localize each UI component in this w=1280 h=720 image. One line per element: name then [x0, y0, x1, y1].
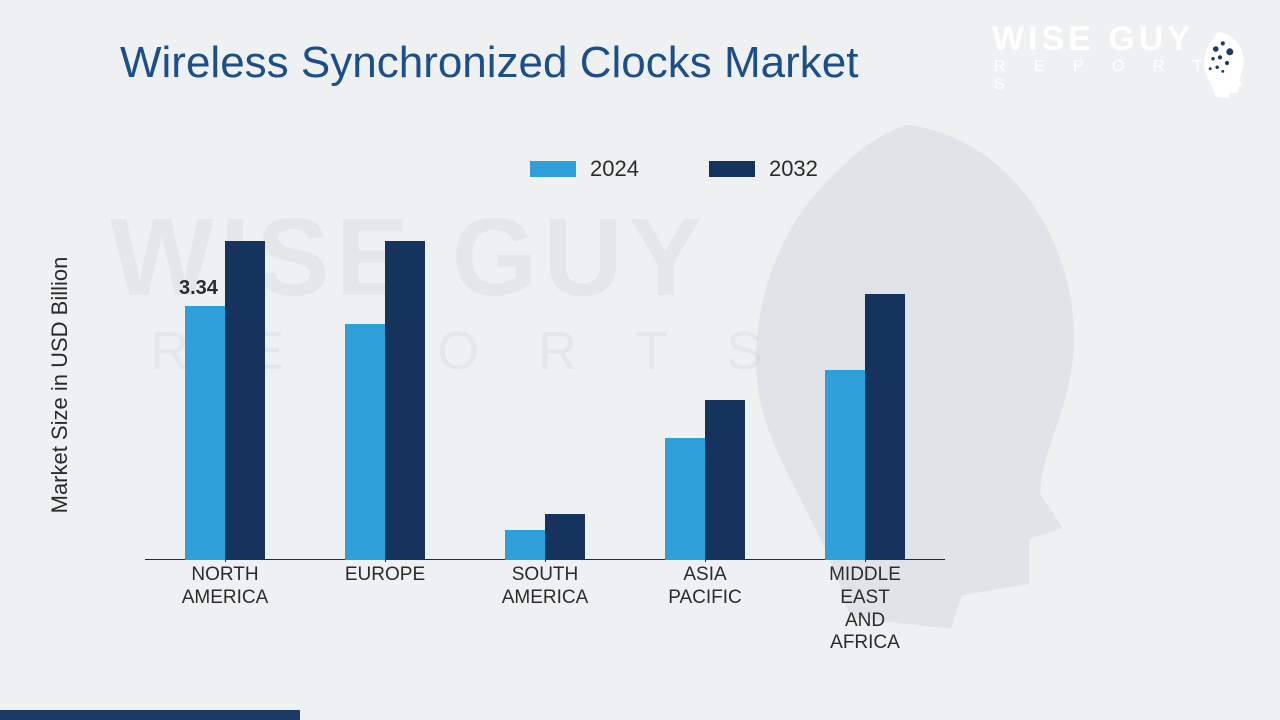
bar	[185, 306, 225, 560]
y-axis-label: Market Size in USD Billion	[47, 257, 73, 514]
bar	[225, 241, 265, 560]
chart: Market Size in USD Billion 3.34 NORTHAME…	[60, 150, 960, 620]
plot-area: 3.34	[145, 180, 945, 560]
stage: WISE GUY R E P O R T S Wireless Synchron…	[0, 0, 1280, 720]
category-label: MIDDLEEASTANDAFRICA	[785, 564, 945, 655]
bar-group	[625, 400, 785, 560]
bar	[705, 400, 745, 560]
chart-title: Wireless Synchronized Clocks Market	[120, 38, 858, 88]
brand-logo: WISE GUY R E P O R T S	[992, 22, 1252, 94]
bar	[865, 294, 905, 560]
bar	[385, 241, 425, 560]
bar	[825, 370, 865, 560]
category-label: ASIAPACIFIC	[625, 564, 785, 610]
logo-head-icon	[1178, 28, 1248, 98]
bar	[505, 530, 545, 560]
bar	[545, 514, 585, 560]
bar-group	[465, 514, 625, 560]
category-label: SOUTHAMERICA	[465, 564, 625, 610]
bar-value-label: 3.34	[179, 277, 218, 300]
bar-group	[145, 241, 305, 560]
bar	[345, 324, 385, 560]
bar	[665, 438, 705, 560]
category-label: NORTHAMERICA	[145, 564, 305, 610]
right-brand-block	[960, 0, 1280, 720]
bar-group	[785, 294, 945, 560]
bottom-accent-bar	[0, 710, 300, 720]
bar-group	[305, 241, 465, 560]
category-label: EUROPE	[305, 564, 465, 587]
